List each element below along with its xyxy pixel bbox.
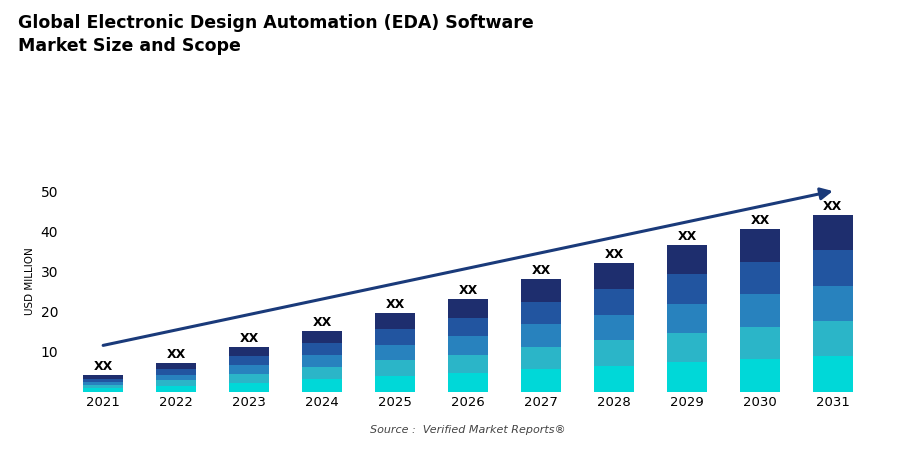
Bar [302, 379, 342, 392]
Text: XX: XX [312, 316, 332, 329]
Bar [156, 386, 196, 391]
Text: XX: XX [166, 348, 185, 361]
Bar [375, 329, 415, 345]
Bar [375, 313, 415, 329]
Bar [83, 382, 123, 385]
Y-axis label: USD MILLION: USD MILLION [25, 248, 35, 315]
Bar [83, 375, 123, 378]
Bar [813, 286, 853, 321]
Bar [521, 279, 561, 302]
Bar [302, 368, 342, 379]
Bar [156, 375, 196, 380]
Bar [740, 327, 780, 359]
Bar [594, 263, 634, 289]
Bar [448, 299, 488, 318]
Text: Global Electronic Design Automation (EDA) Software
Market Size and Scope: Global Electronic Design Automation (EDA… [18, 14, 534, 55]
Bar [813, 356, 853, 392]
Text: XX: XX [531, 264, 551, 277]
Bar [156, 369, 196, 375]
Bar [229, 347, 269, 356]
Bar [375, 345, 415, 360]
Bar [594, 289, 634, 315]
Bar [375, 376, 415, 392]
Bar [375, 360, 415, 376]
Bar [83, 378, 123, 382]
Text: XX: XX [751, 214, 770, 227]
Bar [813, 321, 853, 356]
Text: XX: XX [385, 298, 405, 311]
Bar [302, 331, 342, 343]
Bar [813, 250, 853, 286]
Text: XX: XX [824, 200, 842, 213]
Bar [229, 365, 269, 374]
Bar [740, 294, 780, 327]
Bar [448, 355, 488, 373]
Bar [521, 346, 561, 369]
Bar [667, 274, 707, 304]
Text: XX: XX [94, 360, 112, 373]
Text: XX: XX [678, 230, 697, 243]
Bar [667, 333, 707, 362]
Bar [521, 369, 561, 392]
Bar [740, 359, 780, 392]
Bar [448, 373, 488, 392]
Text: XX: XX [604, 248, 624, 261]
Text: Source :  Verified Market Reports®: Source : Verified Market Reports® [370, 425, 566, 435]
Bar [83, 388, 123, 392]
Bar [594, 315, 634, 340]
Bar [448, 318, 488, 336]
Bar [302, 343, 342, 356]
Bar [594, 366, 634, 392]
Bar [156, 364, 196, 369]
Bar [667, 245, 707, 274]
Bar [83, 385, 123, 388]
Bar [229, 382, 269, 392]
Bar [667, 304, 707, 333]
Bar [229, 356, 269, 365]
Bar [229, 374, 269, 382]
Bar [740, 229, 780, 261]
Bar [740, 261, 780, 294]
Bar [156, 380, 196, 386]
Bar [521, 324, 561, 346]
Bar [448, 336, 488, 355]
Text: XX: XX [458, 284, 478, 297]
Bar [594, 340, 634, 366]
Bar [667, 362, 707, 392]
Bar [813, 215, 853, 250]
Bar [302, 356, 342, 368]
Text: XX: XX [239, 332, 258, 345]
Bar [521, 302, 561, 324]
